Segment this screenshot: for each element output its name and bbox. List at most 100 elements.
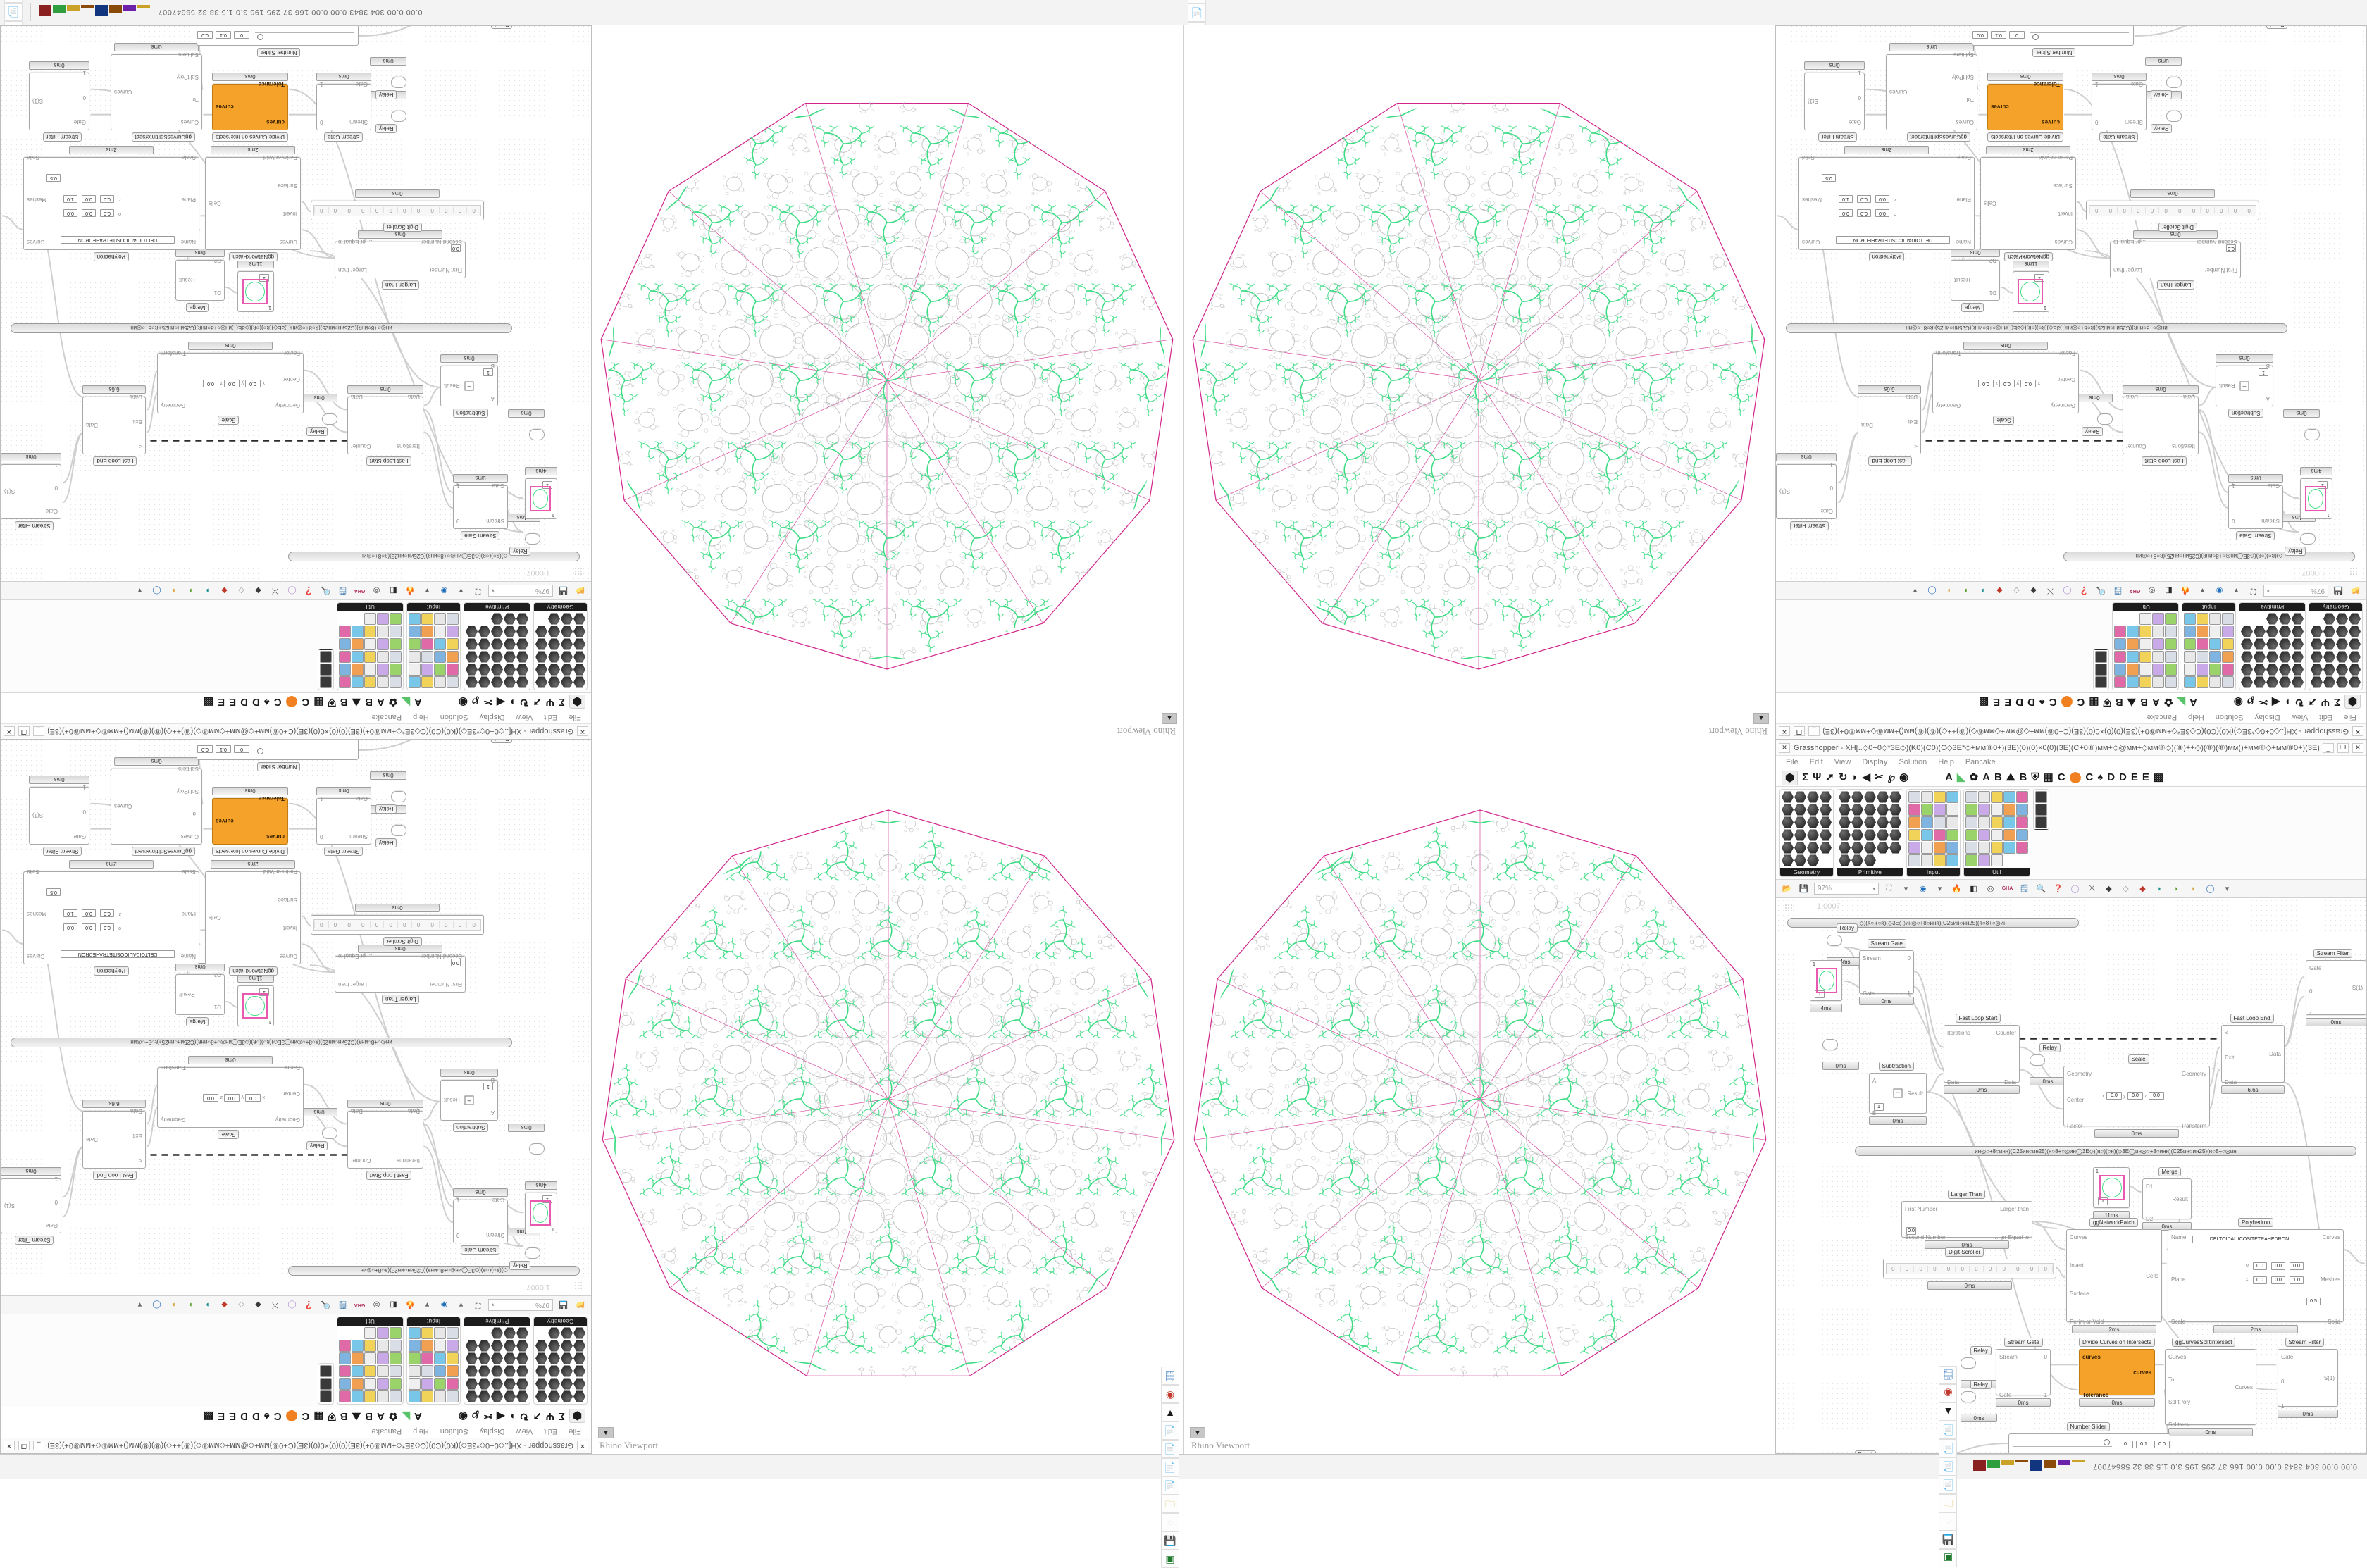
tab-left-4[interactable]: ↻ xyxy=(520,697,529,707)
component-icon[interactable] xyxy=(535,1340,547,1352)
node-group-bar-top[interactable]: ◇)(ʀ○)(○ʀ)(◇3E◯ин◎○+8○инʀ)(C25ин○ин25)(ʀ… xyxy=(288,1266,580,1276)
component-icon[interactable] xyxy=(2139,626,2151,637)
component-icon[interactable] xyxy=(320,1390,332,1402)
node-center-y-value[interactable]: 0.0 xyxy=(224,380,240,387)
component-icon[interactable] xyxy=(1908,854,1920,866)
component-icon[interactable] xyxy=(1965,804,1977,816)
node-label[interactable]: Stream Filter xyxy=(1818,132,1858,142)
tab-left-8[interactable]: ℘ xyxy=(2247,697,2254,707)
window-title-bar[interactable]: ✕Grasshopper - XH[..◇0+0◇*3E◇)(K0)(C0)(C… xyxy=(1776,723,2366,739)
component-icon[interactable] xyxy=(466,1378,478,1390)
node-relay-d[interactable] xyxy=(1961,1357,1976,1369)
tab-left-5[interactable]: ◗ xyxy=(509,697,516,707)
node-label[interactable]: Number Slider xyxy=(257,48,300,57)
preview-dropdown-icon[interactable]: ▾ xyxy=(421,1298,434,1312)
component-icon[interactable] xyxy=(339,1378,351,1390)
component-icon[interactable] xyxy=(421,1340,433,1352)
widget-grey-icon[interactable]: ◇ xyxy=(2010,584,2023,597)
cluster-icon[interactable]: ◎ xyxy=(1984,882,1997,895)
widget-green-icon[interactable]: ◗ xyxy=(1959,584,1973,597)
component-icon[interactable] xyxy=(1794,816,1806,828)
notepad-icon-2[interactable]: 📄 xyxy=(1161,1440,1179,1458)
tab-right-1[interactable]: ◣ xyxy=(2177,697,2185,707)
node-relay-c[interactable] xyxy=(2097,413,2113,425)
tab-right-8[interactable]: ▦ xyxy=(2044,772,2054,783)
node-group-bar-middle[interactable]: ин◎○+8○инʀ)(C25ин○ин25)(ʀ○8+○◎ин◯3E◇)(ʀ○… xyxy=(11,1038,512,1047)
component-icon[interactable] xyxy=(377,676,389,688)
component-icon[interactable] xyxy=(447,651,459,663)
node-plane_z-y[interactable]: 0.0 xyxy=(82,909,96,917)
component-icon[interactable] xyxy=(2336,626,2348,637)
component-icon[interactable] xyxy=(478,1352,490,1364)
slider-knob[interactable] xyxy=(2032,34,2039,40)
component-icon[interactable] xyxy=(352,1340,364,1352)
tab-right-10[interactable]: ⬤ xyxy=(286,697,298,707)
digit-cell[interactable]: 0 xyxy=(466,922,480,928)
component-icon[interactable] xyxy=(447,613,459,625)
component-icon[interactable] xyxy=(1908,829,1920,841)
widget-amber-icon[interactable]: ◗ xyxy=(2187,882,2200,895)
component-icon[interactable] xyxy=(573,664,585,676)
component-icon[interactable] xyxy=(2209,676,2221,688)
component-icon[interactable] xyxy=(478,664,490,676)
component-icon[interactable] xyxy=(390,1378,402,1390)
component-icon[interactable] xyxy=(1851,791,1863,803)
node-center-z-value[interactable]: 0.0 xyxy=(203,380,218,387)
component-icon[interactable] xyxy=(409,1365,421,1377)
open-file-icon[interactable]: 📂 xyxy=(2349,584,2362,597)
digit-cell[interactable]: 0 xyxy=(425,922,439,928)
component-icon[interactable] xyxy=(339,638,351,650)
node-label[interactable]: ggNetworkPatch xyxy=(229,252,278,261)
component-icon[interactable] xyxy=(2095,676,2107,688)
node-label[interactable]: ggNetworkPatch xyxy=(229,966,278,976)
component-icon[interactable] xyxy=(2165,638,2177,650)
node-label[interactable]: Fast Loop Start xyxy=(2142,456,2187,466)
canvas-toolbar[interactable]: 📂💾97%▾⛶▾◉▾🔥◧◎GHA🗒🔍❓◯⤬◆◇◆◗◗◗◯▾ xyxy=(1,581,591,599)
component-icon[interactable] xyxy=(2241,664,2253,676)
node-label[interactable]: Digit Scroller xyxy=(1945,1247,1984,1257)
menu-item-edit[interactable]: Edit xyxy=(1810,758,1823,766)
open-file-icon[interactable]: 📂 xyxy=(573,1298,587,1312)
help-icon[interactable]: ❓ xyxy=(302,584,316,597)
window-close-left-icon[interactable]: ✕ xyxy=(577,1441,588,1451)
component-icon[interactable] xyxy=(352,1390,364,1402)
gha-assembly-icon[interactable]: GHA xyxy=(353,1298,366,1312)
component-icon[interactable] xyxy=(421,1378,433,1390)
component-icon[interactable] xyxy=(1934,842,1946,854)
grasshopper-window[interactable]: ✕Grasshopper - XH[..◇0+0◇*3E◇)(K0)(C0)(C… xyxy=(0,740,592,1454)
component-icon[interactable] xyxy=(2254,676,2266,688)
digit-cell[interactable]: 0 xyxy=(328,208,342,214)
ribbon-floating-group[interactable]: Sho… xyxy=(318,649,334,690)
node-relay-e[interactable] xyxy=(2166,77,2182,88)
component-icon[interactable] xyxy=(1921,791,1933,803)
viewport-scroll-arrow[interactable]: ▼ xyxy=(598,1427,614,1438)
node-label[interactable]: Merge xyxy=(2158,1167,2182,1176)
node-relay-a[interactable] xyxy=(525,1247,540,1259)
menu-item-solution[interactable]: Solution xyxy=(2216,713,2244,721)
tab-right-12[interactable]: ♠ xyxy=(2039,697,2045,707)
component-icon[interactable] xyxy=(2016,829,2028,841)
component-icon[interactable] xyxy=(573,1352,585,1364)
tab-right-15[interactable]: E xyxy=(229,697,236,707)
node-label[interactable]: Fast Loop End xyxy=(93,1171,137,1180)
node-plane_z-z[interactable]: 1.0 xyxy=(2290,1276,2304,1284)
grasshopper-window-top-right[interactable]: ✕Grasshopper - XH[..◇0+0◇*3E◇)(K0)(C0)(C… xyxy=(1775,25,2367,740)
digit-cell[interactable]: 0 xyxy=(2117,208,2131,214)
component-icon[interactable] xyxy=(535,676,547,688)
component-icon[interactable] xyxy=(466,1390,478,1402)
tab-right-7[interactable]: ⛨ xyxy=(328,697,335,707)
node-polyhedron-scale[interactable]: 0.5 xyxy=(46,888,61,896)
component-icon[interactable] xyxy=(516,664,528,676)
component-icon[interactable] xyxy=(1934,804,1946,816)
rhino-viewport-2[interactable]: Rhino Viewport▲ xyxy=(1184,25,1775,740)
slider-value-n[interactable]: 0.0 xyxy=(1973,31,1988,39)
digit-cell[interactable]: 0 xyxy=(453,922,467,928)
node-polyhedron-name[interactable]: DELTOIDAL ICOSITETRAHEDRON xyxy=(1836,236,1950,244)
